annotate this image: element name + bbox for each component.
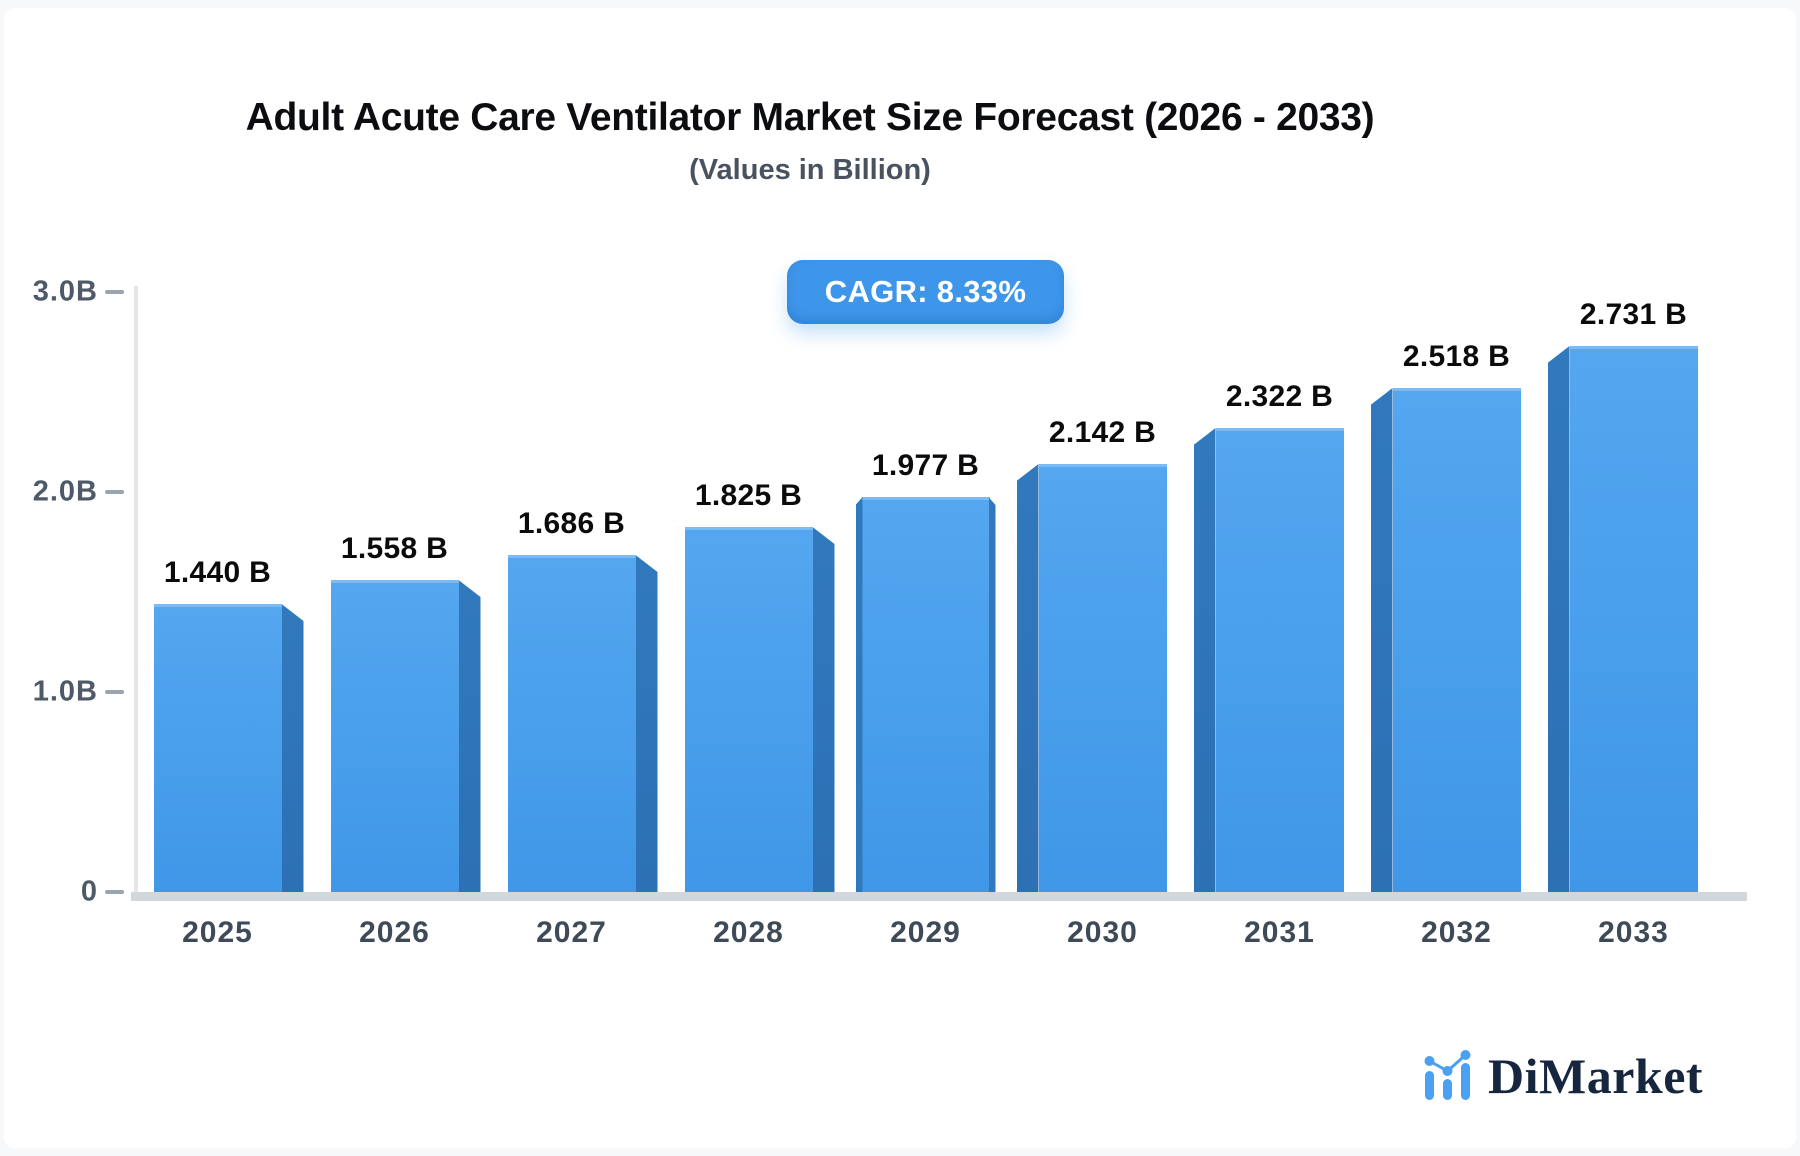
bar-side-face xyxy=(1193,428,1216,892)
x-axis-label: 2027 xyxy=(536,916,607,949)
bar-value-label: 2.518 B xyxy=(1402,340,1511,373)
bar-column: 1.440 B 2025 xyxy=(129,288,306,949)
x-axis-line xyxy=(131,892,1747,901)
bar-side-face xyxy=(635,555,658,892)
bar xyxy=(861,497,990,892)
bar xyxy=(330,580,459,892)
x-axis-label: 2025 xyxy=(182,916,253,949)
y-tick-label: 1.0B xyxy=(32,675,98,708)
chart-card: Adult Acute Care Ventilator Market Size … xyxy=(4,8,1796,1148)
x-axis-label: 2029 xyxy=(890,916,961,949)
bar-value-label: 1.686 B xyxy=(517,507,626,540)
bar-column: 1.686 B 2027 xyxy=(483,288,660,949)
bar-side-face xyxy=(281,604,304,892)
bar-column: 1.977 B 2029 xyxy=(837,288,1014,949)
y-tick-label: 3.0B xyxy=(32,275,98,308)
bar-column: 2.518 B 2032 xyxy=(1368,288,1545,949)
bar-side-face xyxy=(1370,388,1393,892)
x-axis-label: 2030 xyxy=(1067,916,1138,949)
chart-title: Adult Acute Care Ventilator Market Size … xyxy=(245,96,1375,139)
x-axis-label: 2032 xyxy=(1421,916,1492,949)
bar-value-label: 1.977 B xyxy=(871,449,980,482)
bar xyxy=(153,604,282,892)
bar-edge-face xyxy=(855,497,863,892)
y-tick-label: 0 xyxy=(80,875,98,908)
bar-value-label: 1.440 B xyxy=(163,556,272,589)
bar-value-label: 1.825 B xyxy=(694,479,803,512)
y-tick-label: 2.0B xyxy=(32,475,98,508)
bar-side-face xyxy=(1547,346,1570,892)
bar-column: 1.558 B 2026 xyxy=(306,288,483,949)
y-tick-mark xyxy=(105,890,124,894)
x-axis-label: 2028 xyxy=(713,916,784,949)
bar xyxy=(1038,464,1167,892)
bar-side-face xyxy=(1016,464,1039,892)
brand-logo: DiMarket xyxy=(1422,1046,1703,1106)
bar-side-face xyxy=(812,527,835,892)
x-axis-label: 2033 xyxy=(1598,916,1669,949)
bar-chart-logo-icon xyxy=(1424,1050,1471,1100)
brand-name: DiMarket xyxy=(1488,1048,1704,1104)
bar xyxy=(507,555,636,892)
bar-column: 2.731 B 2033 xyxy=(1545,288,1722,949)
chart-subtitle: (Values in Billion) xyxy=(689,154,931,186)
bar xyxy=(1569,346,1698,892)
bar-value-label: 2.731 B xyxy=(1579,298,1688,331)
bar-value-label: 2.322 B xyxy=(1225,380,1334,413)
bar xyxy=(684,527,813,892)
bar-column: 2.142 B 2030 xyxy=(1014,288,1191,949)
bar xyxy=(1392,388,1521,892)
x-axis-label: 2031 xyxy=(1244,916,1315,949)
cagr-badge-wrap: CAGR: 8.33% xyxy=(129,260,1722,324)
bar-column: 2.322 B 2031 xyxy=(1191,288,1368,949)
x-axis-label: 2026 xyxy=(359,916,430,949)
cagr-badge: CAGR: 8.33% xyxy=(786,260,1065,324)
bar-side-face xyxy=(458,580,481,892)
bar-value-label: 2.142 B xyxy=(1048,416,1157,449)
y-tick-mark xyxy=(105,290,124,294)
bar-column: 1.825 B 2028 xyxy=(660,288,837,949)
bar-value-label: 1.558 B xyxy=(340,532,449,565)
bar xyxy=(1215,428,1344,892)
y-tick-mark xyxy=(105,690,124,694)
y-axis-line xyxy=(134,286,138,894)
y-tick-mark xyxy=(105,490,124,494)
bar-edge-face xyxy=(988,497,996,892)
bar-series: 1.440 B 2025 1.558 B 2026 1.686 B 2027 1.825 B… xyxy=(129,288,1722,949)
